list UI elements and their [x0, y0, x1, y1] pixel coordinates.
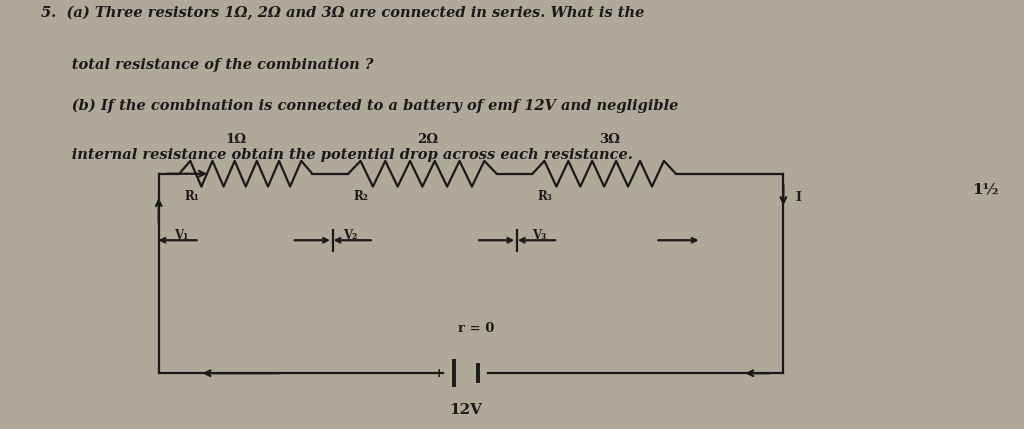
Text: V₂: V₂ — [343, 230, 357, 242]
Text: (b) If the combination is connected to a battery of emf 12V and negligible: (b) If the combination is connected to a… — [41, 99, 678, 113]
Text: V₁: V₁ — [174, 230, 188, 242]
Text: R₁: R₁ — [184, 190, 200, 203]
Text: −: − — [487, 367, 498, 380]
Text: 1½: 1½ — [972, 182, 998, 196]
Text: 3Ω: 3Ω — [599, 133, 620, 146]
Text: 2Ω: 2Ω — [417, 133, 438, 146]
Text: 5.  (a) Three resistors 1Ω, 2Ω and 3Ω are connected in series. What is the: 5. (a) Three resistors 1Ω, 2Ω and 3Ω are… — [41, 6, 644, 21]
Text: R₂: R₂ — [353, 190, 369, 203]
Text: 12V: 12V — [450, 403, 482, 417]
Text: r = 0: r = 0 — [458, 322, 495, 335]
Text: R₃: R₃ — [538, 190, 553, 203]
Text: I: I — [796, 191, 802, 204]
Text: 1Ω: 1Ω — [225, 133, 246, 146]
Text: +: + — [434, 367, 444, 380]
Text: total resistance of the combination ?: total resistance of the combination ? — [41, 58, 374, 72]
Text: V₃: V₃ — [532, 230, 547, 242]
Text: internal resistance obtain the potential drop across each resistance.: internal resistance obtain the potential… — [41, 148, 633, 162]
